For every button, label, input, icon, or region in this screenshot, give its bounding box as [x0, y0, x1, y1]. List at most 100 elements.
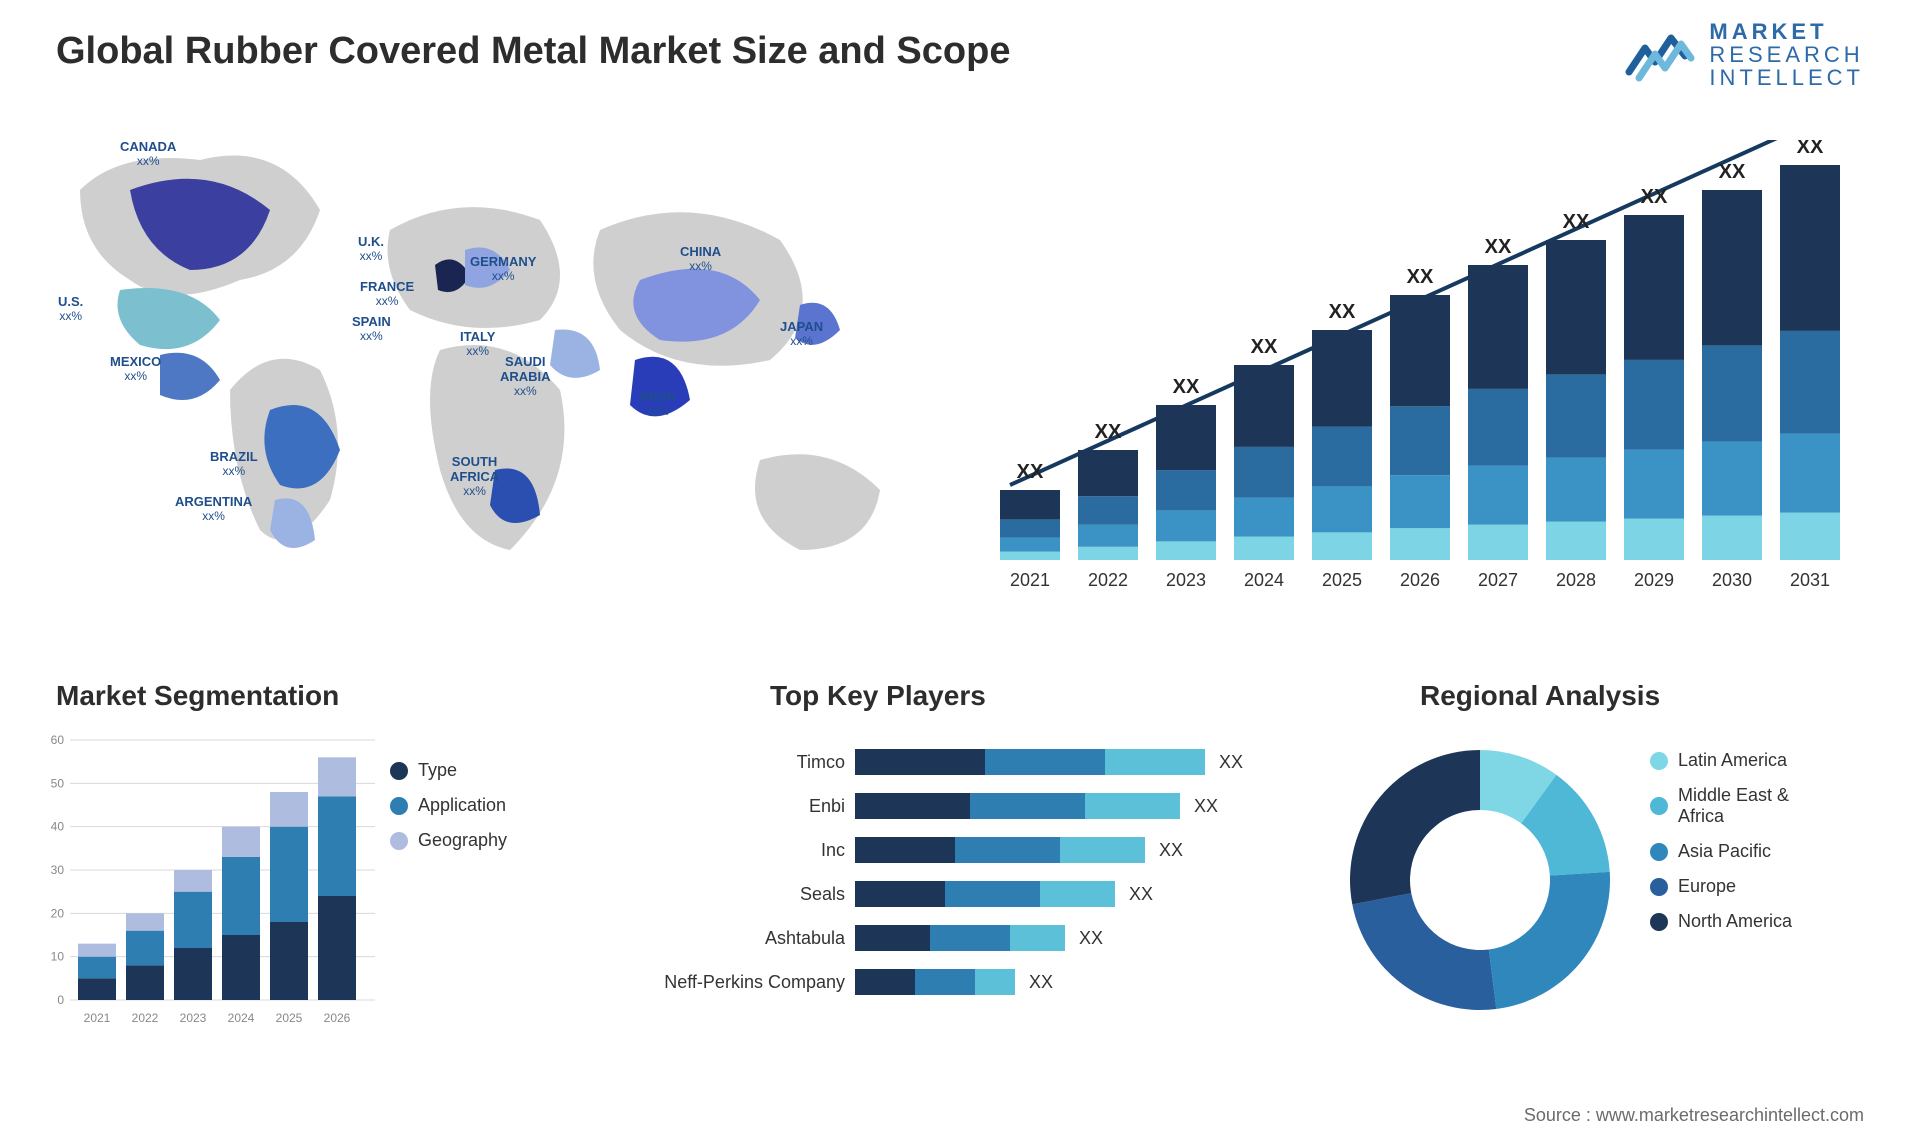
regional-legend-item: Middle East &Africa	[1650, 785, 1792, 827]
segmentation-legend-item: Application	[390, 795, 507, 816]
player-bar-segment	[930, 925, 1010, 951]
legend-label: Latin America	[1678, 750, 1787, 771]
regional-legend-item: Latin America	[1650, 750, 1792, 771]
legend-label: Europe	[1678, 876, 1736, 897]
player-row: Timco XX	[640, 740, 1280, 784]
player-label: Inc	[640, 840, 855, 861]
player-row: Ashtabula XX	[640, 916, 1280, 960]
map-country-label: CANADAxx%	[120, 140, 176, 169]
player-row: Neff-Perkins Company XX	[640, 960, 1280, 1004]
svg-text:2028: 2028	[1556, 570, 1596, 590]
player-bar-segment	[855, 925, 930, 951]
player-bar-segment	[855, 881, 945, 907]
svg-text:50: 50	[51, 776, 65, 790]
svg-text:XX: XX	[1251, 336, 1278, 358]
map-country-label: ARGENTINAxx%	[175, 495, 252, 524]
svg-text:XX: XX	[1095, 421, 1122, 443]
svg-text:2025: 2025	[1322, 570, 1362, 590]
page-title: Global Rubber Covered Metal Market Size …	[56, 30, 1010, 73]
map-country-label: SOUTHAFRICAxx%	[450, 455, 499, 499]
svg-text:2029: 2029	[1634, 570, 1674, 590]
brand-mark-icon	[1625, 28, 1695, 82]
svg-text:20: 20	[51, 906, 65, 920]
legend-swatch-icon	[390, 797, 408, 815]
player-bar-segment	[1060, 837, 1145, 863]
map-country-label: INDIAxx%	[640, 390, 675, 419]
player-value: XX	[1159, 840, 1183, 861]
player-bar-segment	[855, 837, 955, 863]
svg-text:2022: 2022	[1088, 570, 1128, 590]
segmentation-legend-item: Geography	[390, 830, 507, 851]
player-bar	[855, 881, 1115, 907]
svg-text:60: 60	[51, 733, 65, 747]
legend-label: North America	[1678, 911, 1792, 932]
player-bar-segment	[970, 793, 1085, 819]
players-chart: TimcoXXEnbiXXIncXXSealsXXAshtabulaXXNeff…	[640, 740, 1280, 1004]
player-label: Neff-Perkins Company	[640, 972, 855, 993]
svg-text:XX: XX	[1173, 376, 1200, 398]
legend-swatch-icon	[1650, 878, 1668, 896]
legend-label: Asia Pacific	[1678, 841, 1771, 862]
svg-text:2024: 2024	[1244, 570, 1284, 590]
players-title: Top Key Players	[770, 680, 986, 712]
segmentation-chart: 0102030405060202120222023202420252026	[40, 730, 380, 1030]
regional-legend-item: Europe	[1650, 876, 1792, 897]
player-bar-segment	[945, 881, 1040, 907]
svg-text:XX: XX	[1485, 236, 1512, 258]
segmentation-legend-item: Type	[390, 760, 507, 781]
legend-swatch-icon	[390, 832, 408, 850]
svg-text:XX: XX	[1797, 140, 1824, 158]
svg-text:2022: 2022	[132, 1011, 159, 1025]
regional-donut	[1340, 740, 1620, 1020]
map-country-label: JAPANxx%	[780, 320, 823, 349]
map-country-label: SPAINxx%	[352, 315, 391, 344]
svg-text:0: 0	[57, 993, 64, 1007]
player-row: Seals XX	[640, 872, 1280, 916]
svg-text:2026: 2026	[1400, 570, 1440, 590]
svg-text:2021: 2021	[1010, 570, 1050, 590]
player-value: XX	[1079, 928, 1103, 949]
svg-text:2031: 2031	[1790, 570, 1830, 590]
player-bar-segment	[985, 749, 1105, 775]
player-label: Enbi	[640, 796, 855, 817]
svg-text:XX: XX	[1329, 301, 1356, 323]
player-value: XX	[1129, 884, 1153, 905]
svg-text:30: 30	[51, 863, 65, 877]
player-value: XX	[1194, 796, 1218, 817]
legend-swatch-icon	[390, 762, 408, 780]
player-bar	[855, 925, 1065, 951]
regional-legend-item: Asia Pacific	[1650, 841, 1792, 862]
player-label: Timco	[640, 752, 855, 773]
map-country-label: FRANCExx%	[360, 280, 414, 309]
player-bar-segment	[1040, 881, 1115, 907]
legend-swatch-icon	[1650, 913, 1668, 931]
svg-text:XX: XX	[1017, 461, 1044, 483]
map-country-label: BRAZILxx%	[210, 450, 258, 479]
player-bar-segment	[855, 793, 970, 819]
player-bar-segment	[1105, 749, 1205, 775]
player-value: XX	[1219, 752, 1243, 773]
player-label: Ashtabula	[640, 928, 855, 949]
map-country-label: MEXICOxx%	[110, 355, 161, 384]
player-bar-segment	[855, 749, 985, 775]
player-row: Enbi XX	[640, 784, 1280, 828]
source-note: Source : www.marketresearchintellect.com	[1524, 1105, 1864, 1126]
legend-label: Type	[418, 760, 457, 781]
svg-text:2023: 2023	[1166, 570, 1206, 590]
svg-text:XX: XX	[1719, 161, 1746, 183]
segmentation-legend: Type Application Geography	[390, 760, 507, 865]
player-bar	[855, 837, 1145, 863]
player-value: XX	[1029, 972, 1053, 993]
player-bar	[855, 969, 1015, 995]
map-country-label: U.K.xx%	[358, 235, 384, 264]
svg-text:2023: 2023	[180, 1011, 207, 1025]
player-label: Seals	[640, 884, 855, 905]
svg-text:2024: 2024	[228, 1011, 255, 1025]
legend-swatch-icon	[1650, 797, 1668, 815]
legend-label: Application	[418, 795, 506, 816]
player-bar-segment	[975, 969, 1015, 995]
player-bar-segment	[1085, 793, 1180, 819]
map-country-label: GERMANYxx%	[470, 255, 536, 284]
svg-text:XX: XX	[1641, 186, 1668, 208]
map-country-label: ITALYxx%	[460, 330, 495, 359]
